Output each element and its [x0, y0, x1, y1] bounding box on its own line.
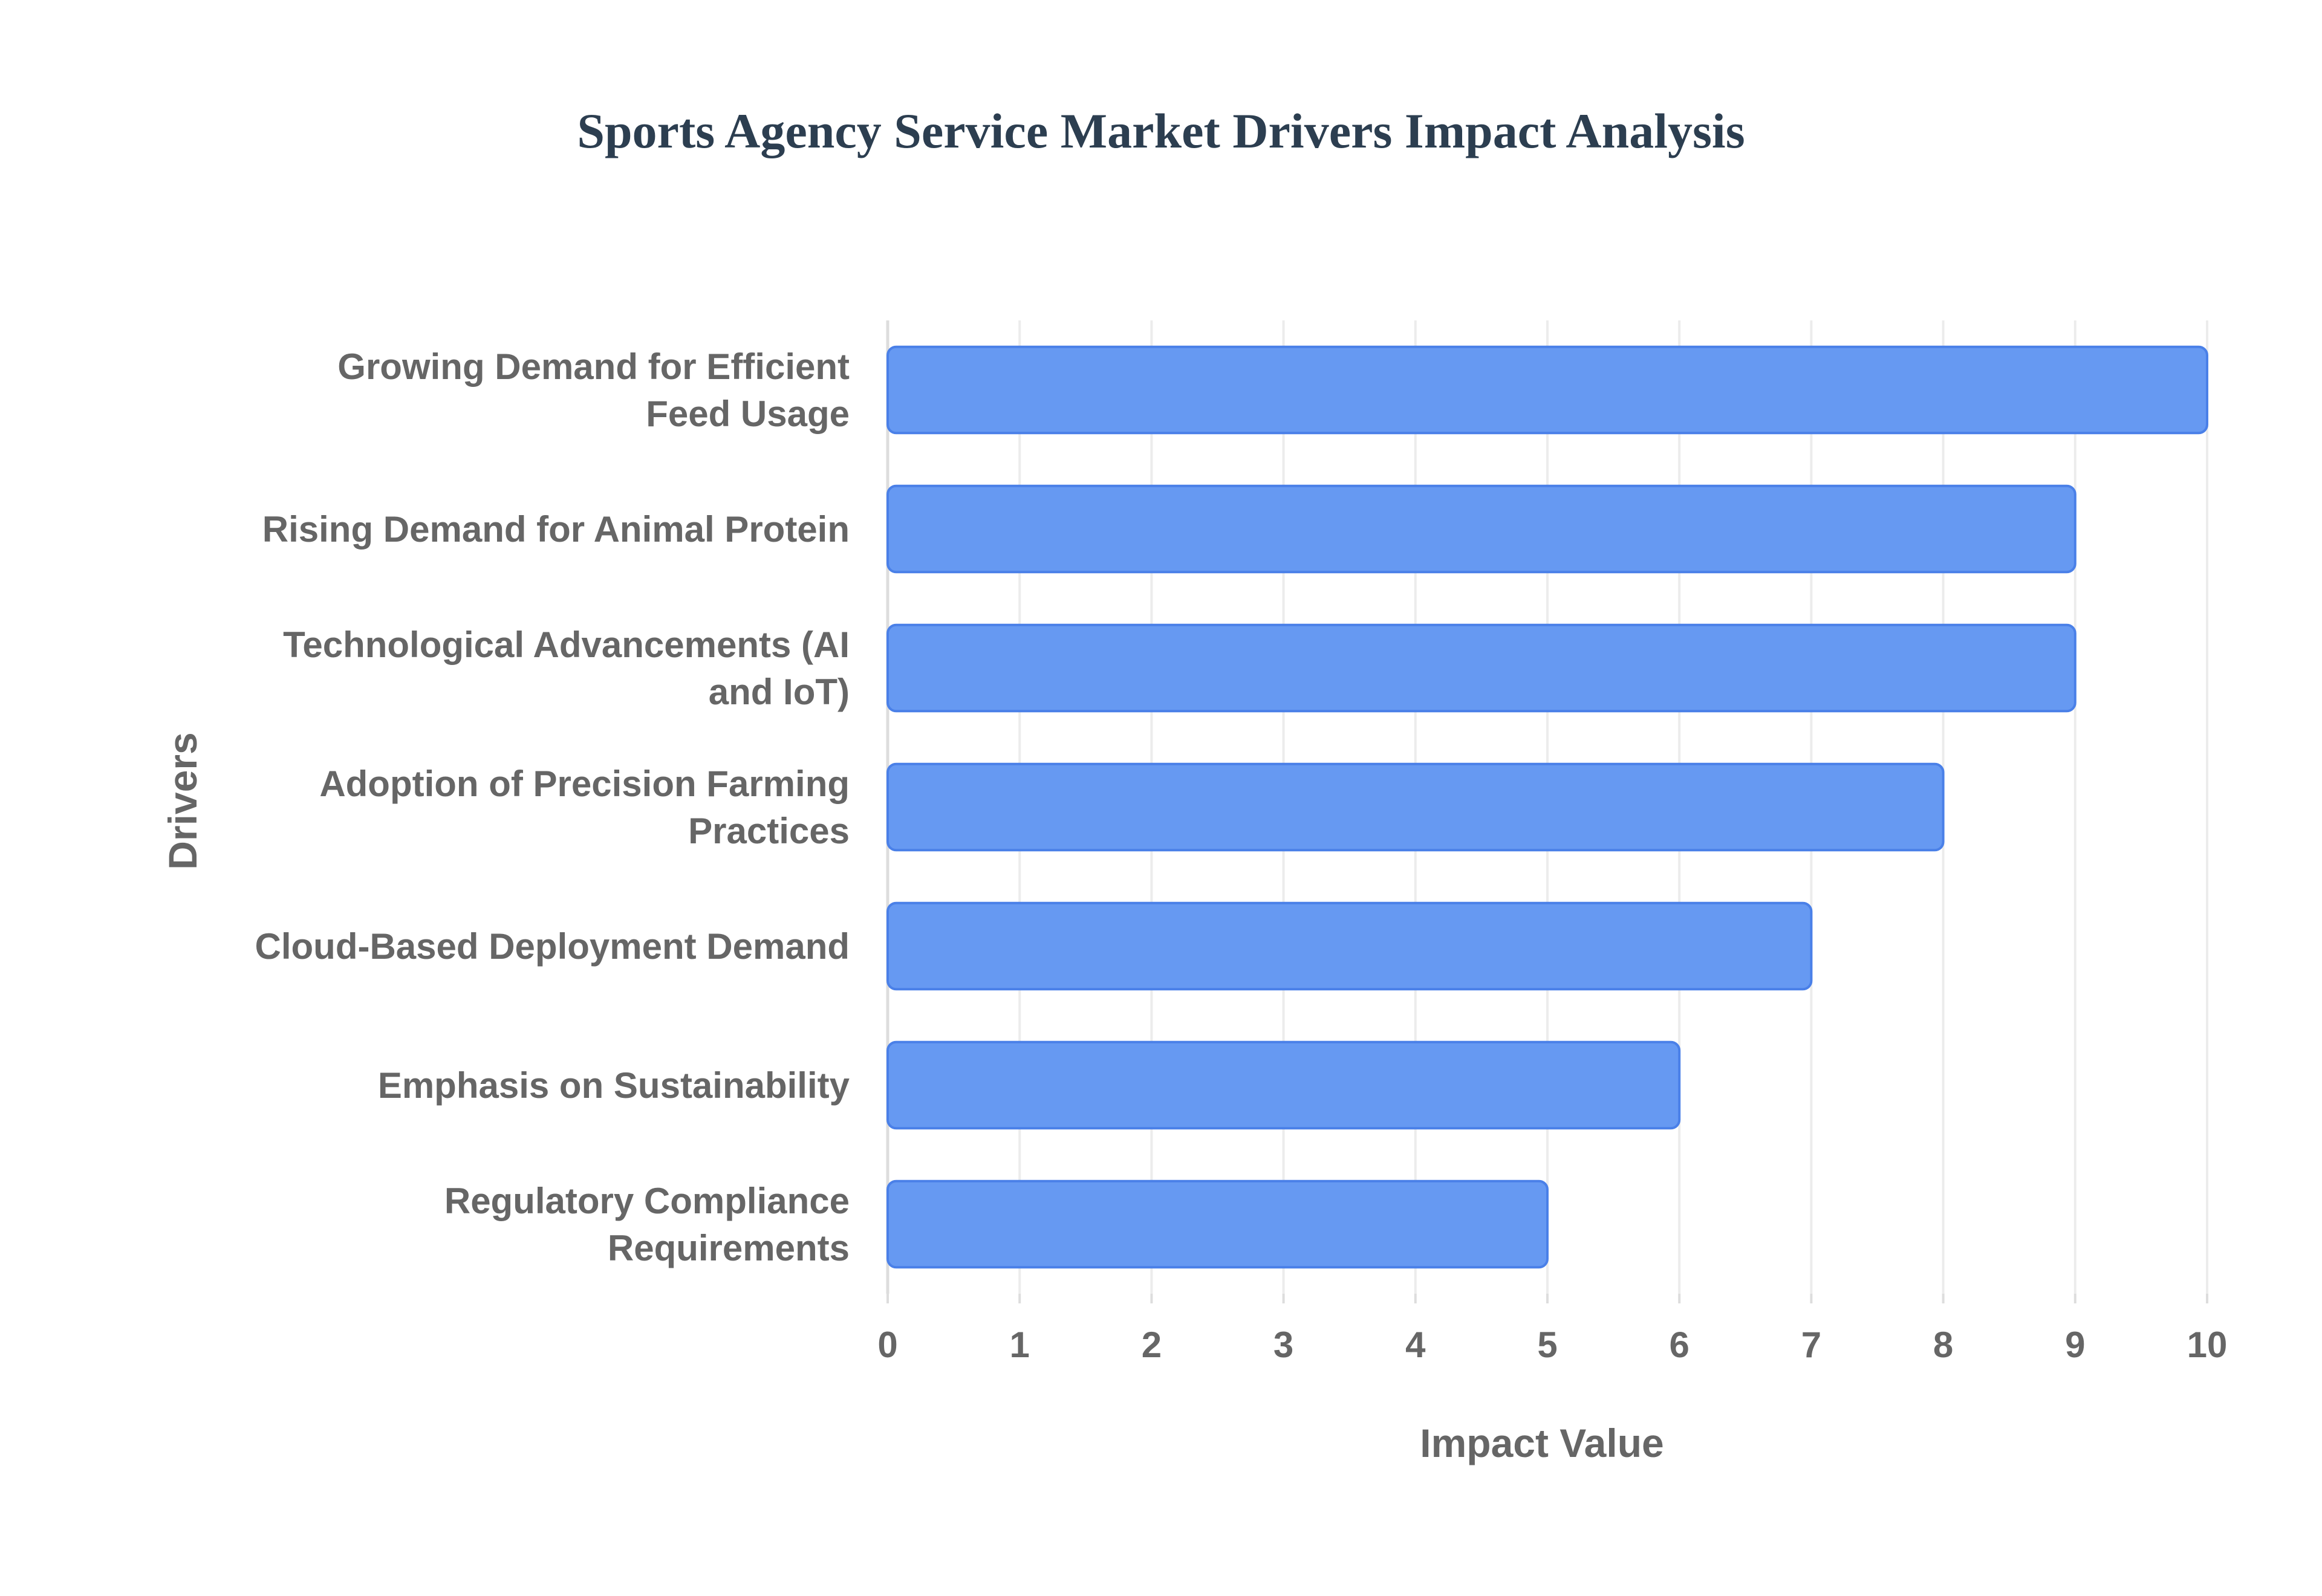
x-tick-label: 0: [877, 1325, 897, 1365]
x-tick-label: 1: [1010, 1325, 1030, 1365]
x-tick-labels: 0 1 2 3 4 5 6 7 8 9 10: [877, 1325, 2227, 1365]
x-tick-label: 9: [2065, 1325, 2085, 1365]
bar: [886, 1179, 1549, 1269]
category-labels: Growing Demand for Efficient Feed Usage Ri…: [255, 346, 850, 1268]
bar: [886, 1040, 1681, 1130]
x-tick-label: 10: [2187, 1325, 2228, 1365]
x-tick-label: 6: [1670, 1325, 1689, 1365]
x-tick-label: 2: [1142, 1325, 1162, 1365]
bar: [886, 623, 2076, 713]
x-tick-label: 8: [1933, 1325, 1953, 1365]
x-tick-label: 3: [1273, 1325, 1293, 1365]
bar: [886, 901, 1813, 991]
x-tick-label: 4: [1405, 1325, 1426, 1365]
bar: [886, 484, 2076, 574]
category-label: Rising Demand for Animal Protein: [262, 509, 850, 550]
category-label: Emphasis on Sustainability: [378, 1065, 850, 1106]
y-axis-label: Drivers: [160, 732, 205, 870]
category-label: Growing Demand for Efficient Feed Usage: [337, 346, 850, 434]
bar: [886, 345, 2208, 435]
category-label: Cloud-Based Deployment Demand: [255, 926, 850, 967]
x-tick-label: 7: [1801, 1325, 1821, 1365]
bars: [886, 345, 2208, 1269]
category-label: Technological Advancements (AI and IoT): [283, 624, 850, 712]
x-axis-label: Impact Value: [1420, 1421, 1664, 1465]
bar: [886, 762, 1945, 852]
x-tick-label: 5: [1537, 1325, 1557, 1365]
category-label: Adoption of Precision Farming Practices: [319, 764, 850, 851]
category-label: Regulatory Compliance Requirements: [444, 1181, 850, 1268]
chart-title: Sports Agency Service Market Drivers Imp…: [577, 103, 1745, 158]
